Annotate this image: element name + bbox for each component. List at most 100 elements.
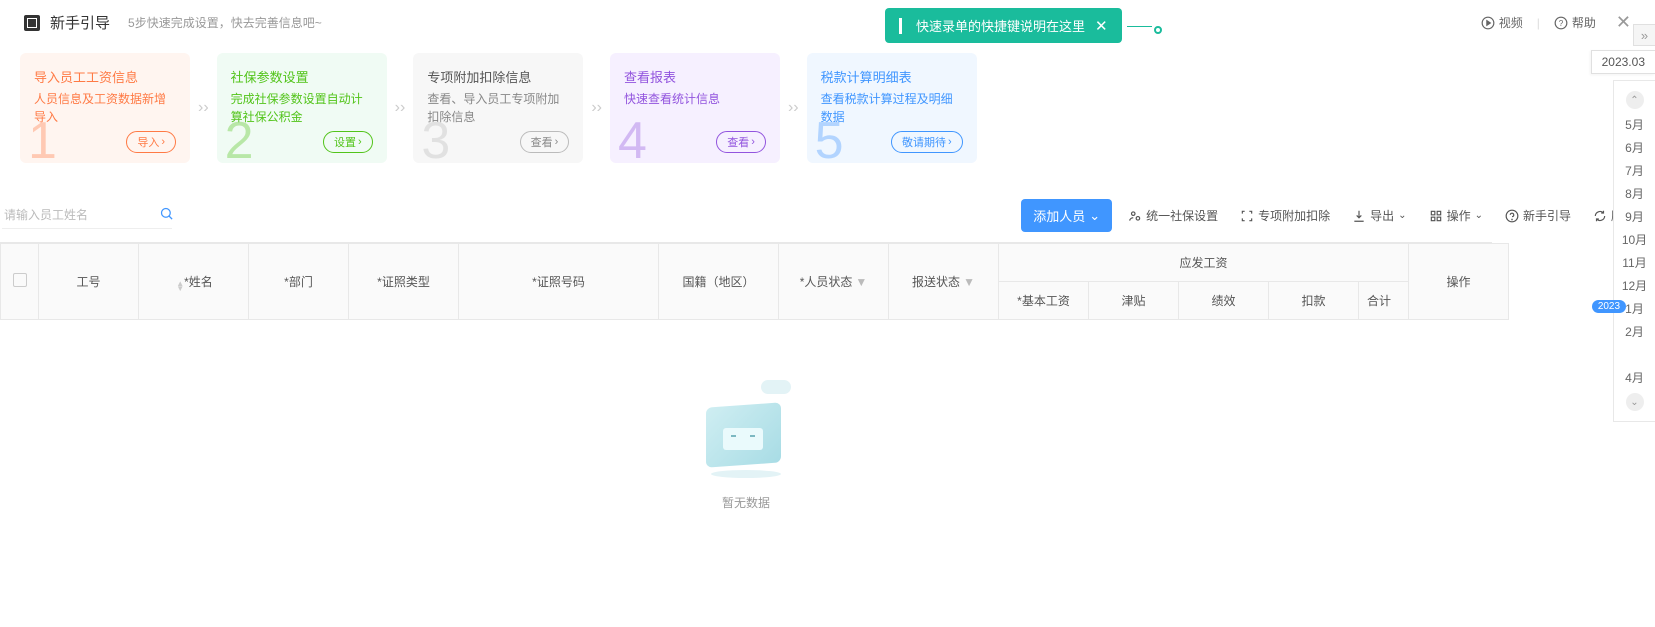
year-badge: 2023 [1592,300,1626,313]
add-person-button[interactable]: 添加人员 ⌄ [1021,199,1112,232]
chevron-right-icon: › [358,136,362,148]
col-status[interactable]: *人员状态▼ [779,244,889,320]
filter-icon[interactable]: ▼ [855,275,867,289]
step-title: 导入员工工资信息 [34,67,176,86]
step-arrow-icon: ›› [788,99,799,117]
month-item[interactable]: 8月 [1622,182,1647,205]
year-label[interactable]: 2023.03 [1591,50,1655,74]
step-card-1: 导入员工工资信息 人员信息及工资数据新增导入 导入› 1 [20,53,190,163]
col-name[interactable]: ▲▼*姓名 [139,244,249,320]
search-input[interactable] [4,208,159,222]
step-import-button[interactable]: 导入› [126,131,176,153]
chevron-right-icon: › [751,136,755,148]
tip-close-icon[interactable]: ✕ [1095,17,1108,35]
help-link[interactable]: ? 帮助 [1554,14,1596,31]
col-total[interactable]: 合计 [1359,282,1409,320]
export-link[interactable]: 导出 ⌄ [1346,203,1412,228]
social-settings-link[interactable]: 统一社保设置 [1122,203,1224,228]
scroll-down-icon[interactable]: ⌄ [1626,393,1644,411]
col-report[interactable]: 报送状态▼ [889,244,999,320]
close-icon[interactable]: ✕ [1616,12,1631,33]
step-title: 专项附加扣除信息 [427,67,569,86]
tip-connector [1127,26,1152,27]
page-subtitle: 5步快速完成设置，快去完善信息吧~ [128,14,322,31]
month-item[interactable]: 12月 [1622,274,1647,297]
month-timeline: ⌃ 5月6月7月8月9月10月11月12月1月20232月3月4月 ⌄ [1613,80,1655,422]
tip-banner: 快速录单的快捷键说明在这里 ✕ [885,8,1122,43]
step-settings-button[interactable]: 设置› [323,131,373,153]
empty-state: 暂无数据 [0,320,1492,521]
scroll-up-icon[interactable]: ⌃ [1626,91,1644,109]
col-cert-type[interactable]: *证照类型 [349,244,459,320]
steps-container: 导入员工工资信息 人员信息及工资数据新增导入 导入› 1 ›› 社保参数设置 完… [0,45,1655,183]
chevron-down-icon: ⌄ [1089,208,1100,224]
month-item[interactable]: 6月 [1622,136,1647,159]
col-performance[interactable]: 绩效 [1179,282,1269,320]
month-item[interactable]: 7月 [1622,159,1647,182]
chevron-right-icon: › [161,136,165,148]
step-title: 查看报表 [624,67,766,86]
step-card-3: 专项附加扣除信息 查看、导入员工专项附加扣除信息 查看› 3 [413,53,583,163]
empty-illustration [691,380,801,480]
guide-link[interactable]: 新手引导 [1499,203,1577,228]
divider: | [1537,16,1540,30]
month-item[interactable]: 4月 [1622,366,1647,389]
sort-icon: ▲▼ [176,281,184,291]
export-icon [1352,209,1366,223]
col-cert-no[interactable]: *证照号码 [459,244,659,320]
step-tax-button[interactable]: 敬请期待› [891,131,963,153]
step-report-button[interactable]: 查看› [716,131,766,153]
guide-icon [24,15,40,31]
step-title: 社保参数设置 [231,67,373,86]
step-arrow-icon: ›› [591,99,602,117]
search-box [2,202,172,229]
operate-link[interactable]: 操作 ⌄ [1423,203,1489,228]
refresh-icon [1593,209,1607,223]
chevron-right-icon: › [555,136,559,148]
month-item[interactable]: 11月 [1622,251,1647,274]
header: 新手引导 5步快速完成设置，快去完善信息吧~ 快速录单的快捷键说明在这里 ✕ 视… [0,0,1655,45]
month-item[interactable]: 1月2023 [1622,297,1647,320]
col-deduction[interactable]: 扣款 [1269,282,1359,320]
month-item[interactable]: 5月 [1622,113,1647,136]
filter-icon[interactable]: ▼ [963,275,975,289]
step-card-5: 税款计算明细表 查看税款计算过程及明细数据 敬请期待› 5 [807,53,977,163]
step-card-4: 查看报表 快速查看统计信息 查看› 4 [610,53,780,163]
col-checkbox [1,244,39,320]
month-item[interactable]: 10月 [1622,228,1647,251]
video-link[interactable]: 视频 [1481,14,1523,31]
col-empno[interactable]: 工号 [39,244,139,320]
step-arrow-icon: ›› [395,99,406,117]
header-left: 新手引导 5步快速完成设置，快去完善信息吧~ [24,12,322,33]
tip-text: 快速录单的快捷键说明在这里 [916,16,1085,35]
col-action: 操作 [1409,244,1509,320]
grid-icon [1429,209,1443,223]
chevron-down-icon: ⌄ [1475,210,1483,221]
month-item[interactable]: 2月 [1622,320,1647,343]
collapse-timeline-button[interactable]: » [1633,24,1655,46]
play-circle-icon [1481,16,1495,30]
col-nation[interactable]: 国籍（地区） [659,244,779,320]
special-deduction-link[interactable]: 专项附加扣除 [1234,203,1336,228]
employee-table: 工号 ▲▼*姓名 *部门 *证照类型 *证照号码 国籍（地区） *人员状态▼ 报… [0,243,1509,320]
empty-text: 暂无数据 [0,494,1492,511]
col-allowance[interactable]: 津贴 [1089,282,1179,320]
col-salary-group: 应发工资 [999,244,1409,282]
col-base-salary[interactable]: *基本工资 [999,282,1089,320]
chevron-right-icon: › [948,136,952,148]
step-arrow-icon: ›› [198,99,209,117]
user-gear-icon [1128,209,1142,223]
svg-text:?: ? [1559,18,1564,27]
month-item[interactable]: 9月 [1622,205,1647,228]
scan-icon [1240,209,1254,223]
search-icon[interactable] [159,206,174,224]
step-view-button[interactable]: 查看› [520,131,570,153]
select-all-checkbox[interactable] [13,273,27,287]
month-item[interactable]: 3月 [1622,343,1647,366]
help-circle-icon: ? [1554,16,1568,30]
tip-dot [1154,26,1162,34]
table-wrap: 工号 ▲▼*姓名 *部门 *证照类型 *证照号码 国籍（地区） *人员状态▼ 报… [0,242,1492,521]
step-title: 税款计算明细表 [821,67,963,86]
header-right: 视频 | ? 帮助 ✕ [1481,12,1631,33]
col-dept[interactable]: *部门 [249,244,349,320]
